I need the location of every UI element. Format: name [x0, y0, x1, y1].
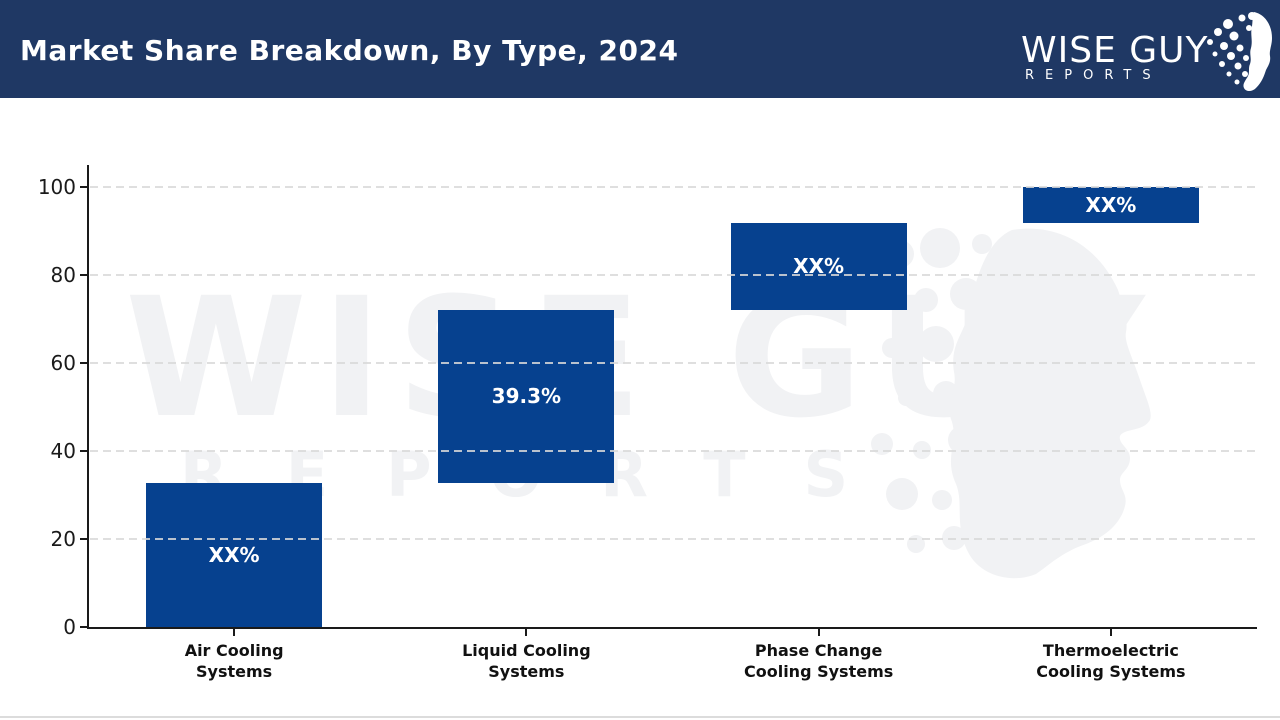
- waterfall-bar: XX%: [146, 482, 323, 627]
- x-tick-mark: [1109, 629, 1112, 636]
- x-category-line: Thermoelectric: [1042, 641, 1179, 660]
- x-category-label: Thermoelectric Cooling Systems: [971, 640, 1251, 682]
- y-tick-label: 20: [50, 527, 76, 551]
- gridline: [90, 450, 1257, 452]
- y-axis-line: [87, 165, 89, 629]
- x-category-label: Phase Change Cooling Systems: [679, 640, 959, 682]
- y-tick-label: 80: [50, 263, 76, 287]
- y-tick-mark: [80, 450, 88, 452]
- y-tick-mark: [80, 626, 88, 628]
- brand-logo-text: WISE GUY: [1021, 30, 1209, 71]
- brand-face-icon: [1207, 12, 1272, 91]
- bottom-divider: [0, 716, 1280, 718]
- y-tick-label: 60: [50, 351, 76, 375]
- y-tick-label: 100: [37, 175, 76, 199]
- y-tick-mark: [80, 186, 88, 188]
- watermark-face-icon: [871, 228, 1151, 579]
- x-tick-mark: [525, 629, 528, 636]
- x-category-line: Liquid Cooling: [462, 641, 591, 660]
- y-tick-label: 40: [50, 439, 76, 463]
- bar-value-label: 39.3%: [491, 384, 562, 409]
- y-tick-mark: [80, 538, 88, 540]
- gridline: [90, 186, 1257, 188]
- header-band: Market Share Breakdown, By Type, 2024 WI…: [0, 0, 1280, 98]
- x-category-line: Systems: [196, 662, 273, 681]
- bar-value-label: XX%: [1085, 192, 1137, 217]
- brand-logo-subtext: REPORTS: [1025, 68, 1162, 83]
- y-tick-mark: [80, 274, 88, 276]
- x-category-label: Air Cooling Systems: [94, 640, 374, 682]
- x-category-line: Air Cooling: [184, 641, 284, 660]
- x-axis-line: [87, 627, 1257, 629]
- gridline: [90, 362, 1257, 364]
- x-category-line: Phase Change: [754, 641, 883, 660]
- waterfall-bar: XX%: [1022, 187, 1199, 223]
- x-category-line: Cooling Systems: [1036, 662, 1186, 681]
- brand-logo: WISE GUY REPORTS: [1021, 6, 1272, 94]
- gridline: [90, 538, 1257, 540]
- x-category-line: Cooling Systems: [743, 662, 894, 681]
- x-tick-mark: [233, 629, 236, 636]
- x-category-line: Systems: [488, 662, 565, 681]
- waterfall-bar: XX%: [730, 222, 907, 310]
- chart-title: Market Share Breakdown, By Type, 2024: [20, 34, 679, 67]
- y-tick-label: 0: [63, 615, 76, 639]
- waterfall-bar: 39.3%: [438, 309, 615, 483]
- bar-value-label: XX%: [208, 542, 260, 567]
- x-category-label: Liquid Cooling Systems: [386, 640, 666, 682]
- gridline: [90, 274, 1257, 276]
- x-tick-mark: [817, 629, 820, 636]
- y-tick-mark: [80, 362, 88, 364]
